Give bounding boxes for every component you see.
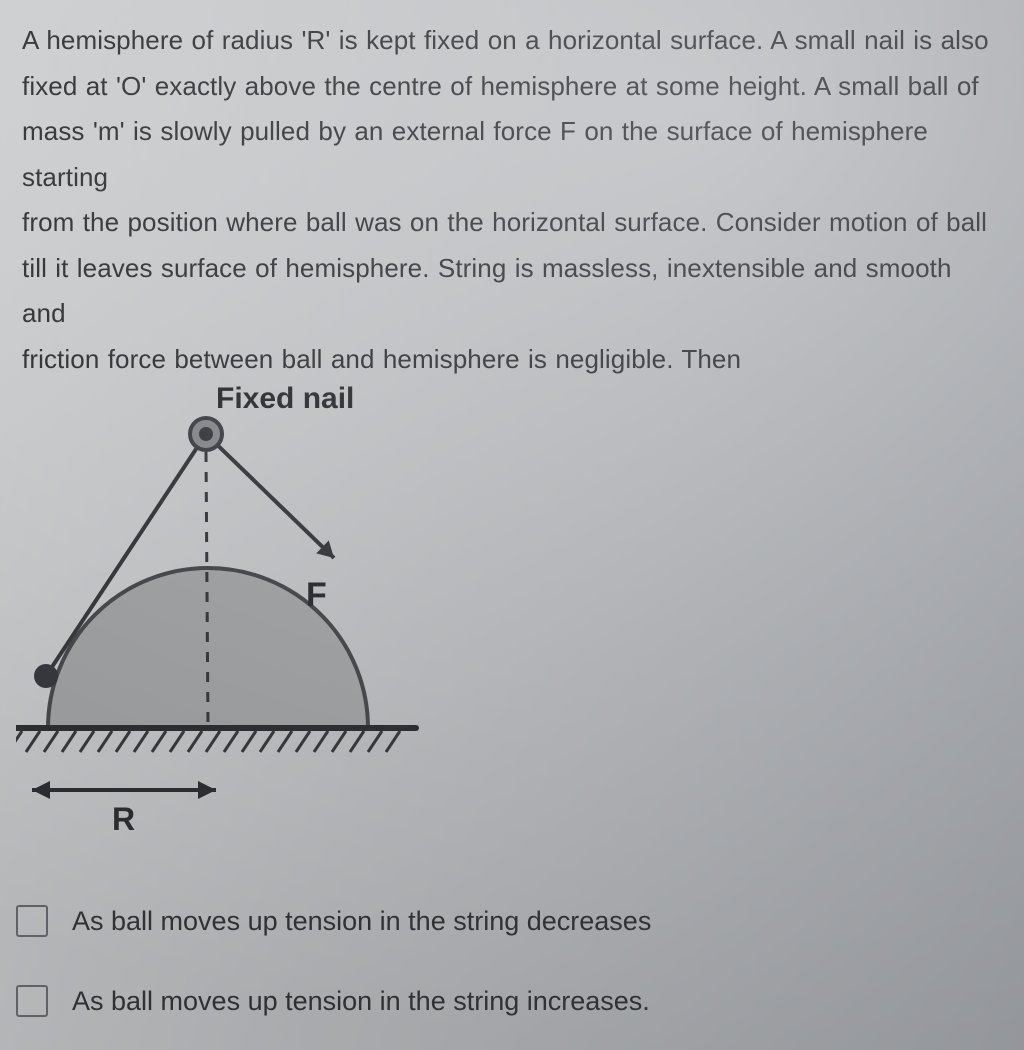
option-a-text: As ball moves up tension in the string d…	[72, 906, 651, 937]
svg-text:F: F	[306, 576, 327, 614]
checkbox-icon[interactable]	[16, 905, 48, 937]
question-text: A hemisphere of radius 'R' is kept fixed…	[14, 18, 996, 382]
option-b[interactable]: As ball moves up tension in the string i…	[16, 985, 996, 1017]
option-b-text: As ball moves up tension in the string i…	[72, 986, 650, 1017]
option-a[interactable]: As ball moves up tension in the string d…	[16, 905, 996, 937]
options-list: As ball moves up tension in the string d…	[14, 905, 996, 1050]
svg-text:R: R	[112, 801, 135, 830]
hemisphere-diagram: FR	[16, 410, 436, 830]
checkbox-icon[interactable]	[16, 985, 48, 1017]
diagram: Fixed nail FR	[14, 382, 434, 835]
